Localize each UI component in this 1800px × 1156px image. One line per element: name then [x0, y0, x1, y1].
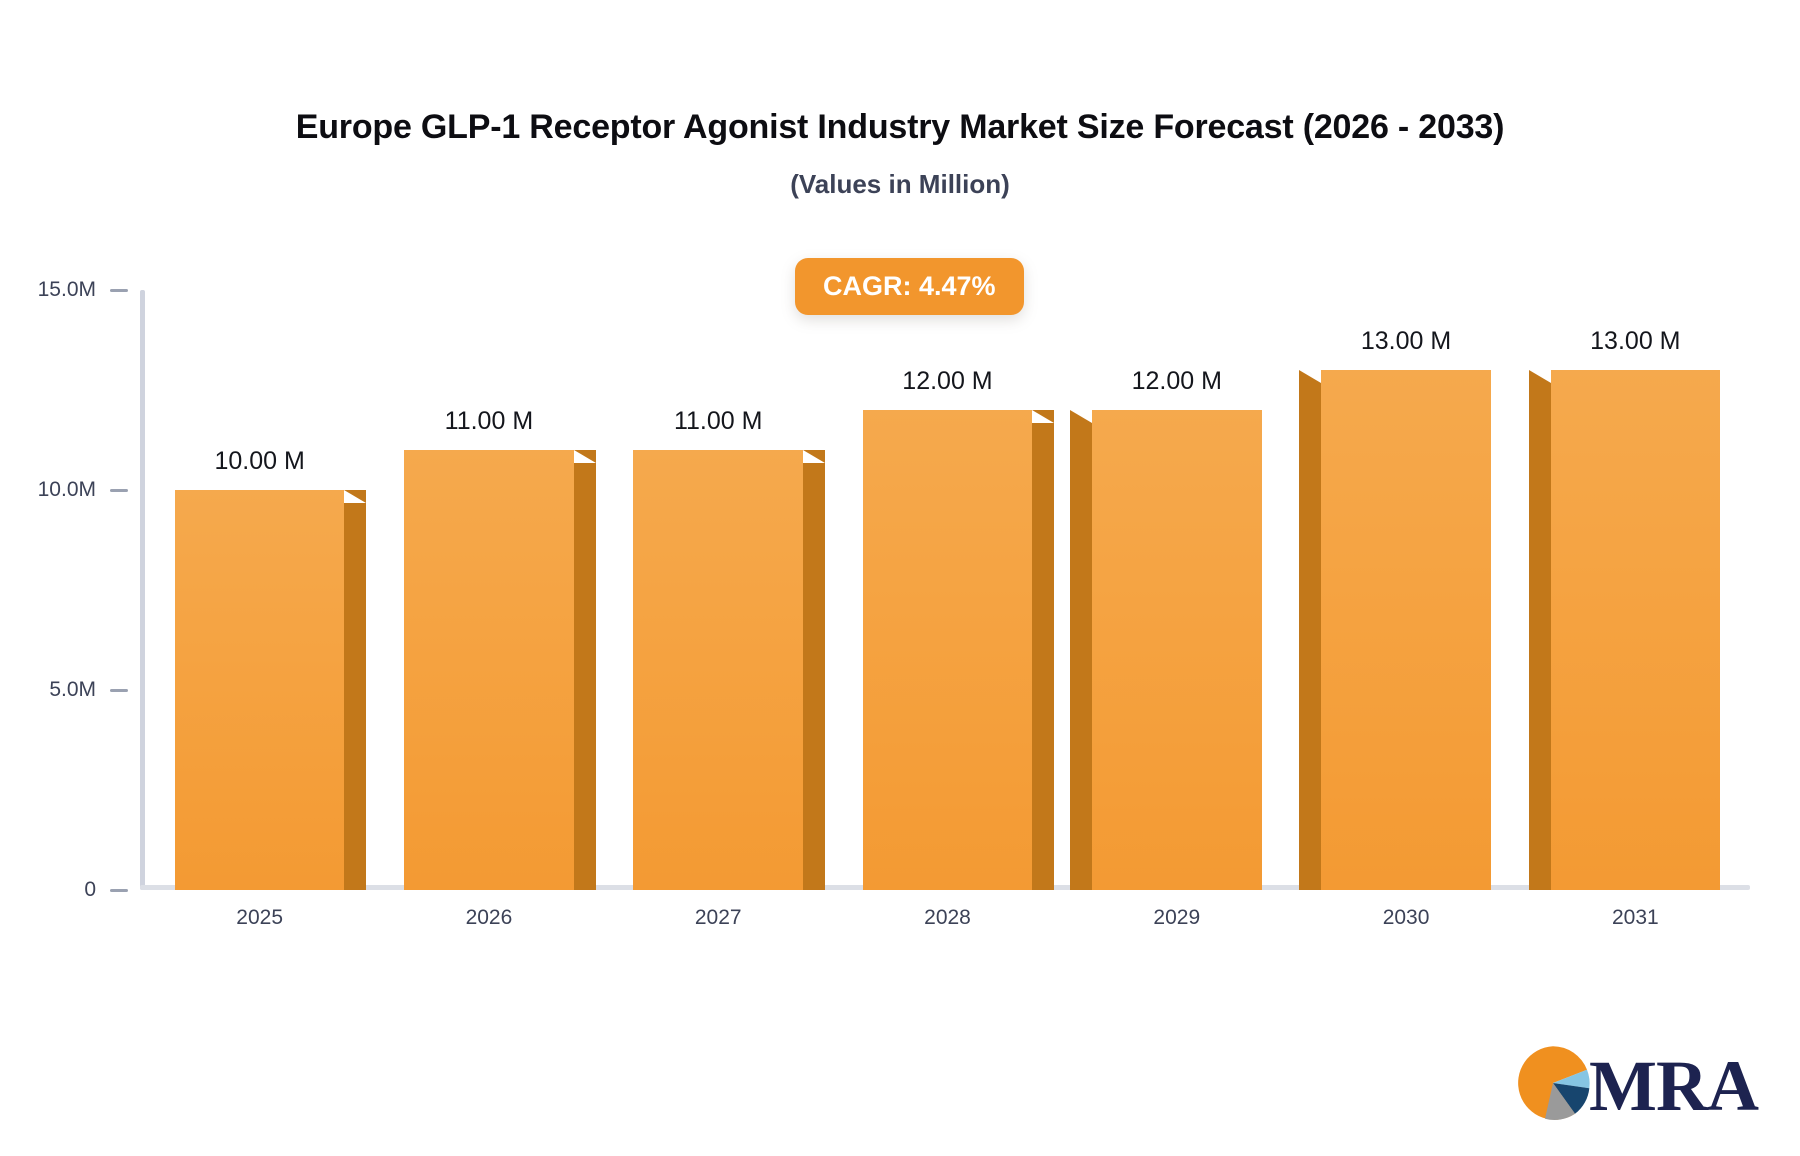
- x-axis-tick-label: 2026: [465, 906, 513, 929]
- bar-value-label: 12.00 M: [902, 367, 993, 395]
- x-axis-tick-label: 2025: [236, 906, 283, 929]
- bar-value-label: 10.00 M: [214, 447, 305, 475]
- bar-3d-side: [344, 503, 367, 890]
- bar-3d-bevel: [1299, 370, 1322, 383]
- bar-3d-bevel: [803, 450, 826, 463]
- bar-3d-bevel: [344, 490, 367, 503]
- bar-group: 11.00 M: [374, 290, 603, 890]
- bar-3d-side: [1299, 383, 1322, 890]
- x-axis-tick-label: 2027: [694, 906, 742, 929]
- bar-3d-bevel: [573, 450, 596, 463]
- bar-group: 10.00 M: [145, 290, 374, 890]
- mra-logo: MRA: [1513, 1043, 1759, 1128]
- bar-face: [404, 450, 574, 890]
- bar-3d-side: [1069, 423, 1092, 890]
- bar-3d-side: [573, 463, 596, 890]
- cagr-badge-label: CAGR: 4.47%: [823, 271, 996, 301]
- bar-face: [174, 490, 345, 890]
- bar-value-label: 13.00 M: [1360, 327, 1452, 355]
- page-title: Europe GLP-1 Receptor Agonist Industry M…: [295, 108, 1505, 146]
- bar-3d-side: [1032, 423, 1055, 890]
- bar-group: 13.00 M: [1291, 290, 1520, 890]
- bar-value-label: 13.00 M: [1590, 327, 1681, 355]
- x-axis-tick-label: 2029: [1153, 906, 1201, 929]
- y-axis-tick-mark: [110, 488, 128, 492]
- y-axis-tick-mark: [110, 288, 128, 292]
- bar-3d-side: [1528, 383, 1551, 890]
- bar-series: 10.00 M 11.00 M 11.00 M 12.00 M 12.00 M 13.00…: [145, 290, 1750, 890]
- bar[interactable]: 13.00 M: [1528, 327, 1721, 890]
- bar-value-label: 11.00 M: [444, 407, 534, 435]
- bar-face: [862, 410, 1033, 890]
- bar-3d-side: [803, 463, 826, 890]
- plot-area: 10.00 M 11.00 M 11.00 M 12.00 M 12.00 M 13.00…: [38, 278, 1750, 901]
- y-axis-tick-label: 0: [84, 878, 96, 901]
- bar[interactable]: 10.00 M: [174, 447, 367, 890]
- y-axis-tick-mark: [110, 888, 128, 892]
- bar-3d-bevel: [1032, 410, 1055, 423]
- bar-face: [1091, 410, 1262, 890]
- x-axis-tick-label: 2031: [1611, 906, 1659, 929]
- y-axis-tick-label: 10.0M: [37, 478, 96, 501]
- bar-face: [1550, 370, 1721, 890]
- bar[interactable]: 12.00 M: [862, 367, 1055, 890]
- bar[interactable]: 11.00 M: [633, 407, 826, 890]
- bar[interactable]: 12.00 M: [1069, 367, 1262, 890]
- bar-value-label: 12.00 M: [1131, 367, 1222, 395]
- x-axis-tick-label: 2028: [924, 906, 971, 929]
- bar-group: 12.00 M: [833, 290, 1062, 890]
- y-axis-tick-label: 15.0M: [37, 278, 96, 301]
- logo-text: MRA: [1589, 1045, 1759, 1126]
- page-subtitle: (Values in Million): [790, 169, 1010, 199]
- bar[interactable]: 13.00 M: [1299, 327, 1491, 890]
- x-axis-tick-label: 2030: [1382, 906, 1430, 929]
- bar-group: 11.00 M: [604, 290, 833, 890]
- bar-group: 12.00 M: [1062, 290, 1291, 890]
- bar-value-label: 11.00 M: [673, 407, 763, 435]
- bar[interactable]: 11.00 M: [404, 407, 596, 890]
- bar-3d-bevel: [1069, 410, 1092, 423]
- cagr-badge: CAGR: 4.47%: [795, 258, 1024, 315]
- y-axis-line: [140, 290, 145, 890]
- bar-face: [633, 450, 804, 890]
- y-axis-tick-label: 5.0M: [49, 678, 96, 701]
- bar-face: [1321, 370, 1491, 890]
- bar-3d-bevel: [1528, 370, 1551, 383]
- pie-chart-icon: [1513, 1043, 1593, 1128]
- y-axis-tick-mark: [110, 688, 128, 692]
- bar-group: 13.00 M: [1521, 290, 1750, 890]
